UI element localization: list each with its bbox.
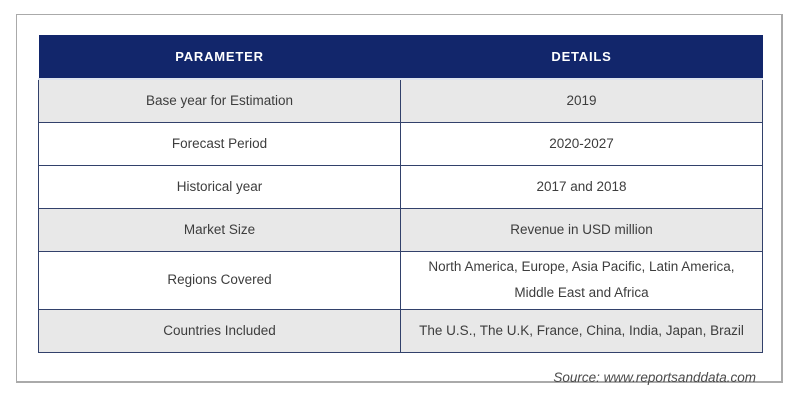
table-row-forecast-period: Forecast Period 2020-2027 <box>38 121 763 166</box>
table-row-base-year: Base year for Estimation 2019 <box>38 78 763 123</box>
details-cell: North America, Europe, Asia Pacific, Lat… <box>400 250 763 310</box>
table-row-historical-year: Historical year 2017 and 2018 <box>38 164 763 209</box>
parameter-cell: Base year for Estimation <box>38 78 401 123</box>
parameter-cell: Regions Covered <box>38 250 401 310</box>
details-cell: Revenue in USD million <box>400 207 763 252</box>
table-row-regions-covered: Regions Covered North America, Europe, A… <box>38 250 763 310</box>
table-header: PARAMETER DETAILS <box>38 35 763 80</box>
parameters-table: PARAMETER DETAILS Base year for Estimati… <box>38 35 763 353</box>
details-cell: 2019 <box>400 78 763 123</box>
table-body: Base year for Estimation 2019 Forecast P… <box>38 78 763 353</box>
details-cell: 2017 and 2018 <box>400 164 763 209</box>
parameter-cell: Forecast Period <box>38 121 401 166</box>
details-cell: 2020-2027 <box>400 121 763 166</box>
table-row-countries-included: Countries Included The U.S., The U.K, Fr… <box>38 308 763 353</box>
parameter-cell: Market Size <box>38 207 401 252</box>
source-attribution: Source: www.reportsanddata.com <box>553 370 756 385</box>
parameter-cell: Countries Included <box>38 308 401 353</box>
report-scope-card: PARAMETER DETAILS Base year for Estimati… <box>16 14 783 385</box>
column-header-parameter: PARAMETER <box>38 35 401 80</box>
table-row-market-size: Market Size Revenue in USD million <box>38 207 763 252</box>
header-row: PARAMETER DETAILS <box>38 35 763 80</box>
parameter-cell: Historical year <box>38 164 401 209</box>
column-header-details: DETAILS <box>400 35 763 80</box>
details-cell: The U.S., The U.K, France, China, India,… <box>400 308 763 353</box>
